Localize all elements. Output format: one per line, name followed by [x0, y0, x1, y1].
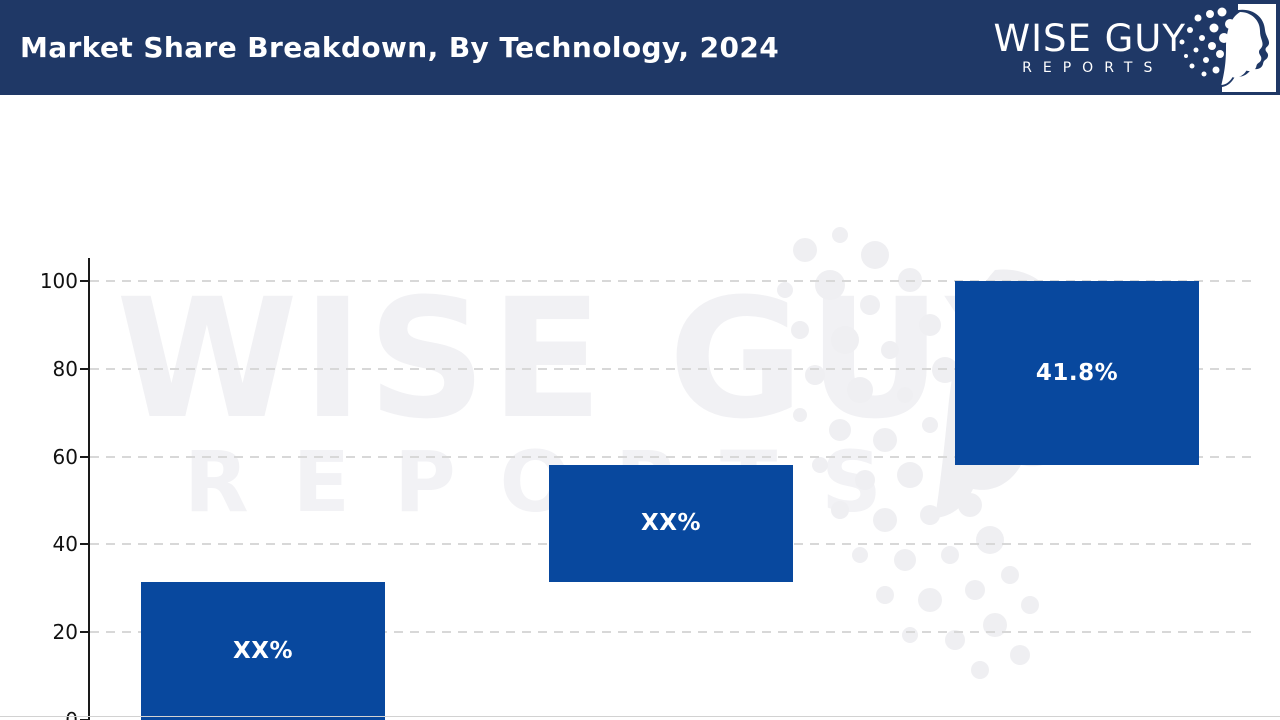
logo-face-icon	[1179, 3, 1276, 92]
bar-monocrystalline: XX%	[141, 582, 385, 720]
gridline-20	[90, 631, 1253, 634]
y-tick-80	[80, 367, 88, 370]
y-tick-label-20: 20	[52, 620, 78, 645]
plot-area: WISE GUY REPORTS	[0, 95, 1280, 720]
bar-thin-film: 41.8%	[955, 281, 1199, 465]
y-tick-label-60: 60	[52, 444, 78, 469]
header-banner: Market Share Breakdown, By Technology, 2…	[0, 0, 1280, 95]
y-tick-100	[80, 280, 88, 282]
logo-text: WISE GUY REPORTS	[993, 16, 1186, 77]
y-tick-60	[80, 455, 88, 458]
y-tick-label-100: 100	[39, 269, 78, 293]
wise-guy-reports-logo: WISE GUY REPORTS	[994, 0, 1280, 95]
logo-wordmark: WISE GUY	[993, 16, 1186, 60]
bottom-border-line	[0, 716, 1280, 717]
y-tick-label-40: 40	[52, 532, 78, 557]
watermark-layer: WISE GUY REPORTS	[0, 95, 1280, 720]
y-axis-line	[88, 258, 90, 720]
gridline-100	[90, 280, 1253, 282]
gridline-80	[90, 367, 1253, 370]
gridline-60	[90, 455, 1253, 458]
chart-title: Market Share Breakdown, By Technology, 2…	[20, 31, 780, 64]
bar-polycrystalline: XX%	[549, 464, 793, 583]
watermark-wordmark: WISE GUY	[116, 263, 1070, 455]
y-tick-label-80: 80	[52, 356, 78, 381]
bar-value-label: XX%	[640, 510, 701, 537]
logo-subtitle: REPORTS	[1022, 59, 1164, 76]
y-tick-40	[80, 543, 88, 546]
y-tick-label-0: 0	[65, 708, 78, 720]
bar-value-label: XX%	[232, 638, 293, 665]
bar-value-label: 41.8%	[1035, 359, 1119, 386]
y-tick-20	[80, 631, 88, 634]
